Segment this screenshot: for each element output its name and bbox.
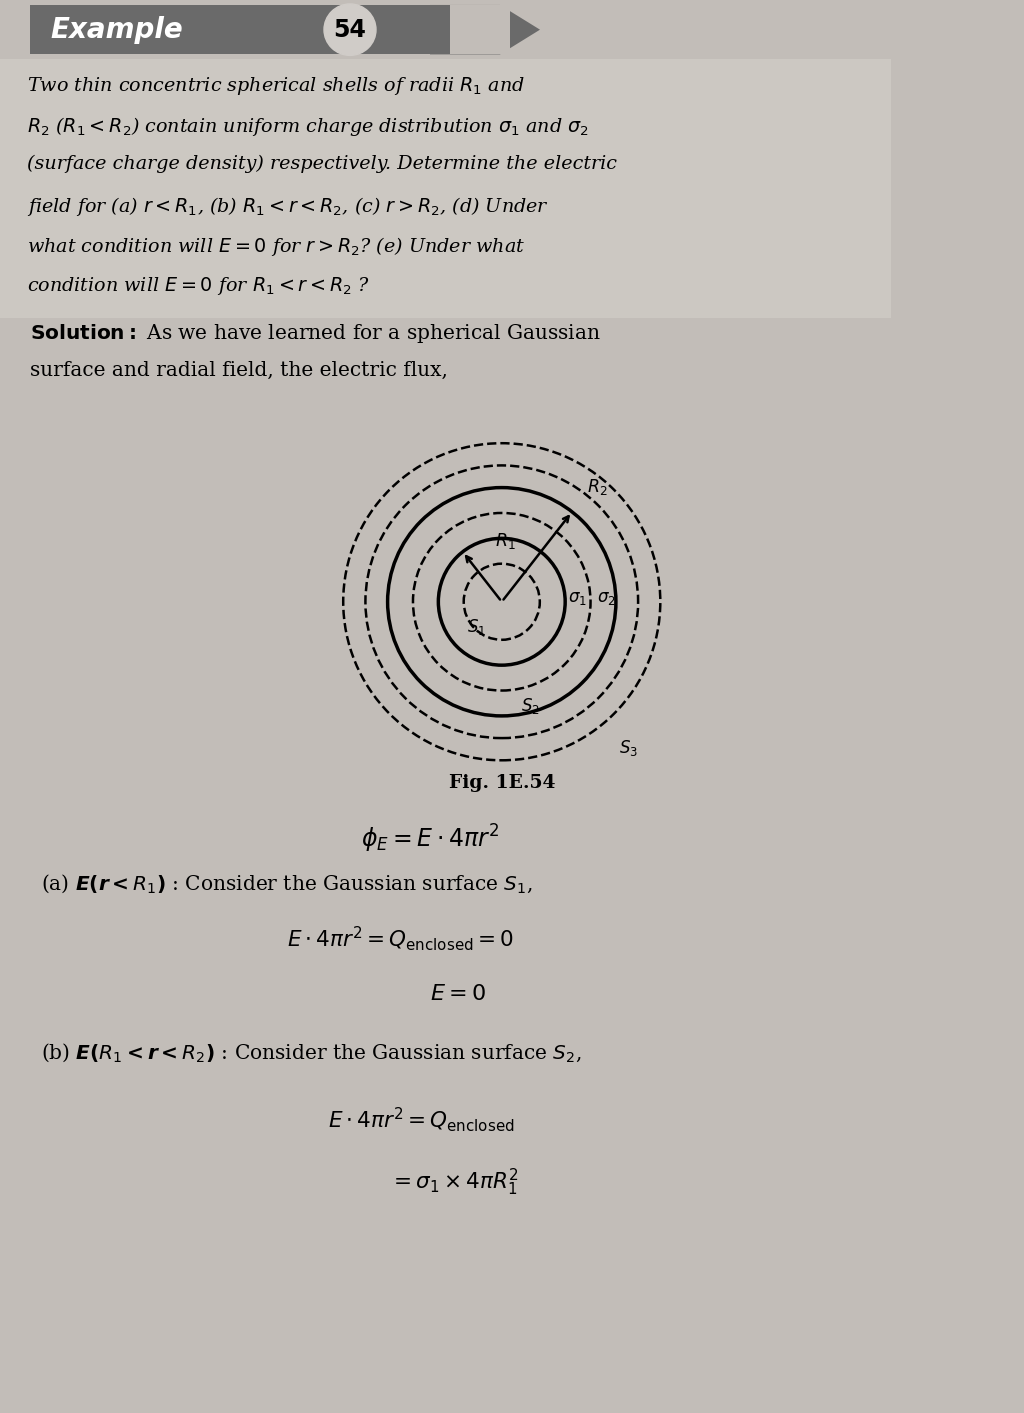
Text: what condition will $E = 0$ for $r > R_2$? (e) Under what: what condition will $E = 0$ for $r > R_2…: [27, 235, 525, 259]
Text: $R_2$ ($R_1 < R_2$) contain uniform charge distribution $\sigma_1$ and $\sigma_2: $R_2$ ($R_1 < R_2$) contain uniform char…: [27, 114, 589, 138]
Text: $\sigma_1$: $\sigma_1$: [568, 591, 588, 608]
Text: $\phi_E = E \cdot 4\pi r^2$: $\phi_E = E \cdot 4\pi r^2$: [360, 822, 500, 855]
Polygon shape: [450, 4, 510, 54]
FancyBboxPatch shape: [30, 4, 450, 54]
Text: $S_1$: $S_1$: [467, 617, 485, 637]
Polygon shape: [430, 4, 540, 54]
Circle shape: [324, 4, 376, 55]
Text: Fig. 1E.54: Fig. 1E.54: [449, 774, 555, 793]
Text: field for (a) $r < R_1$, (b) $R_1 < r < R_2$, (c) $r > R_2$, (d) Under: field for (a) $r < R_1$, (b) $R_1 < r < …: [27, 195, 549, 218]
Text: $E \cdot 4\pi r^2 = Q_{\mathrm{enclosed}} = 0$: $E \cdot 4\pi r^2 = Q_{\mathrm{enclosed}…: [287, 924, 514, 954]
Text: surface and radial field, the electric flux,: surface and radial field, the electric f…: [31, 362, 449, 380]
Text: $S_2$: $S_2$: [521, 697, 540, 716]
Text: $\sigma_2$: $\sigma_2$: [597, 591, 615, 608]
Text: (surface charge density) respectively. Determine the electric: (surface charge density) respectively. D…: [27, 155, 616, 174]
Text: $R_2$: $R_2$: [588, 478, 608, 497]
Text: $= \sigma_1 \times 4\pi R_1^2$: $= \sigma_1 \times 4\pi R_1^2$: [389, 1167, 519, 1198]
Text: $R_1$: $R_1$: [496, 531, 516, 551]
Text: $E = 0$: $E = 0$: [430, 983, 486, 1005]
Text: $S_3$: $S_3$: [620, 738, 638, 757]
Text: Two thin concentric spherical shells of radii $R_1$ and: Two thin concentric spherical shells of …: [27, 75, 525, 97]
Text: (a) $\boldsymbol{E(r < R_1)}$ : Consider the Gaussian surface $S_1$,: (a) $\boldsymbol{E(r < R_1)}$ : Consider…: [41, 872, 532, 894]
Text: $\mathbf{Solution:}$ As we have learned for a spherical Gaussian: $\mathbf{Solution:}$ As we have learned …: [31, 322, 601, 345]
Text: $E \cdot 4\pi r^2 = Q_{\mathrm{enclosed}}$: $E \cdot 4\pi r^2 = Q_{\mathrm{enclosed}…: [328, 1105, 514, 1135]
Text: Example: Example: [50, 16, 182, 44]
Text: (b) $\boldsymbol{E(R_1 < r < R_2)}$ : Consider the Gaussian surface $S_2$,: (b) $\boldsymbol{E(R_1 < r < R_2)}$ : Co…: [41, 1041, 582, 1064]
Text: 54: 54: [334, 18, 367, 41]
Text: condition will $E = 0$ for $R_1 < r < R_2$ ?: condition will $E = 0$ for $R_1 < r < R_…: [27, 276, 370, 297]
FancyBboxPatch shape: [0, 59, 891, 318]
